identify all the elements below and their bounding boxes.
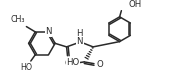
Text: HO: HO [20, 63, 33, 72]
Text: H: H [77, 29, 83, 38]
Text: CH₃: CH₃ [10, 15, 25, 24]
Text: N: N [77, 37, 83, 46]
Text: HO: HO [66, 58, 79, 67]
Text: OH: OH [128, 0, 142, 9]
Text: N: N [45, 27, 52, 36]
Text: O: O [97, 60, 103, 69]
Text: O: O [65, 59, 72, 68]
